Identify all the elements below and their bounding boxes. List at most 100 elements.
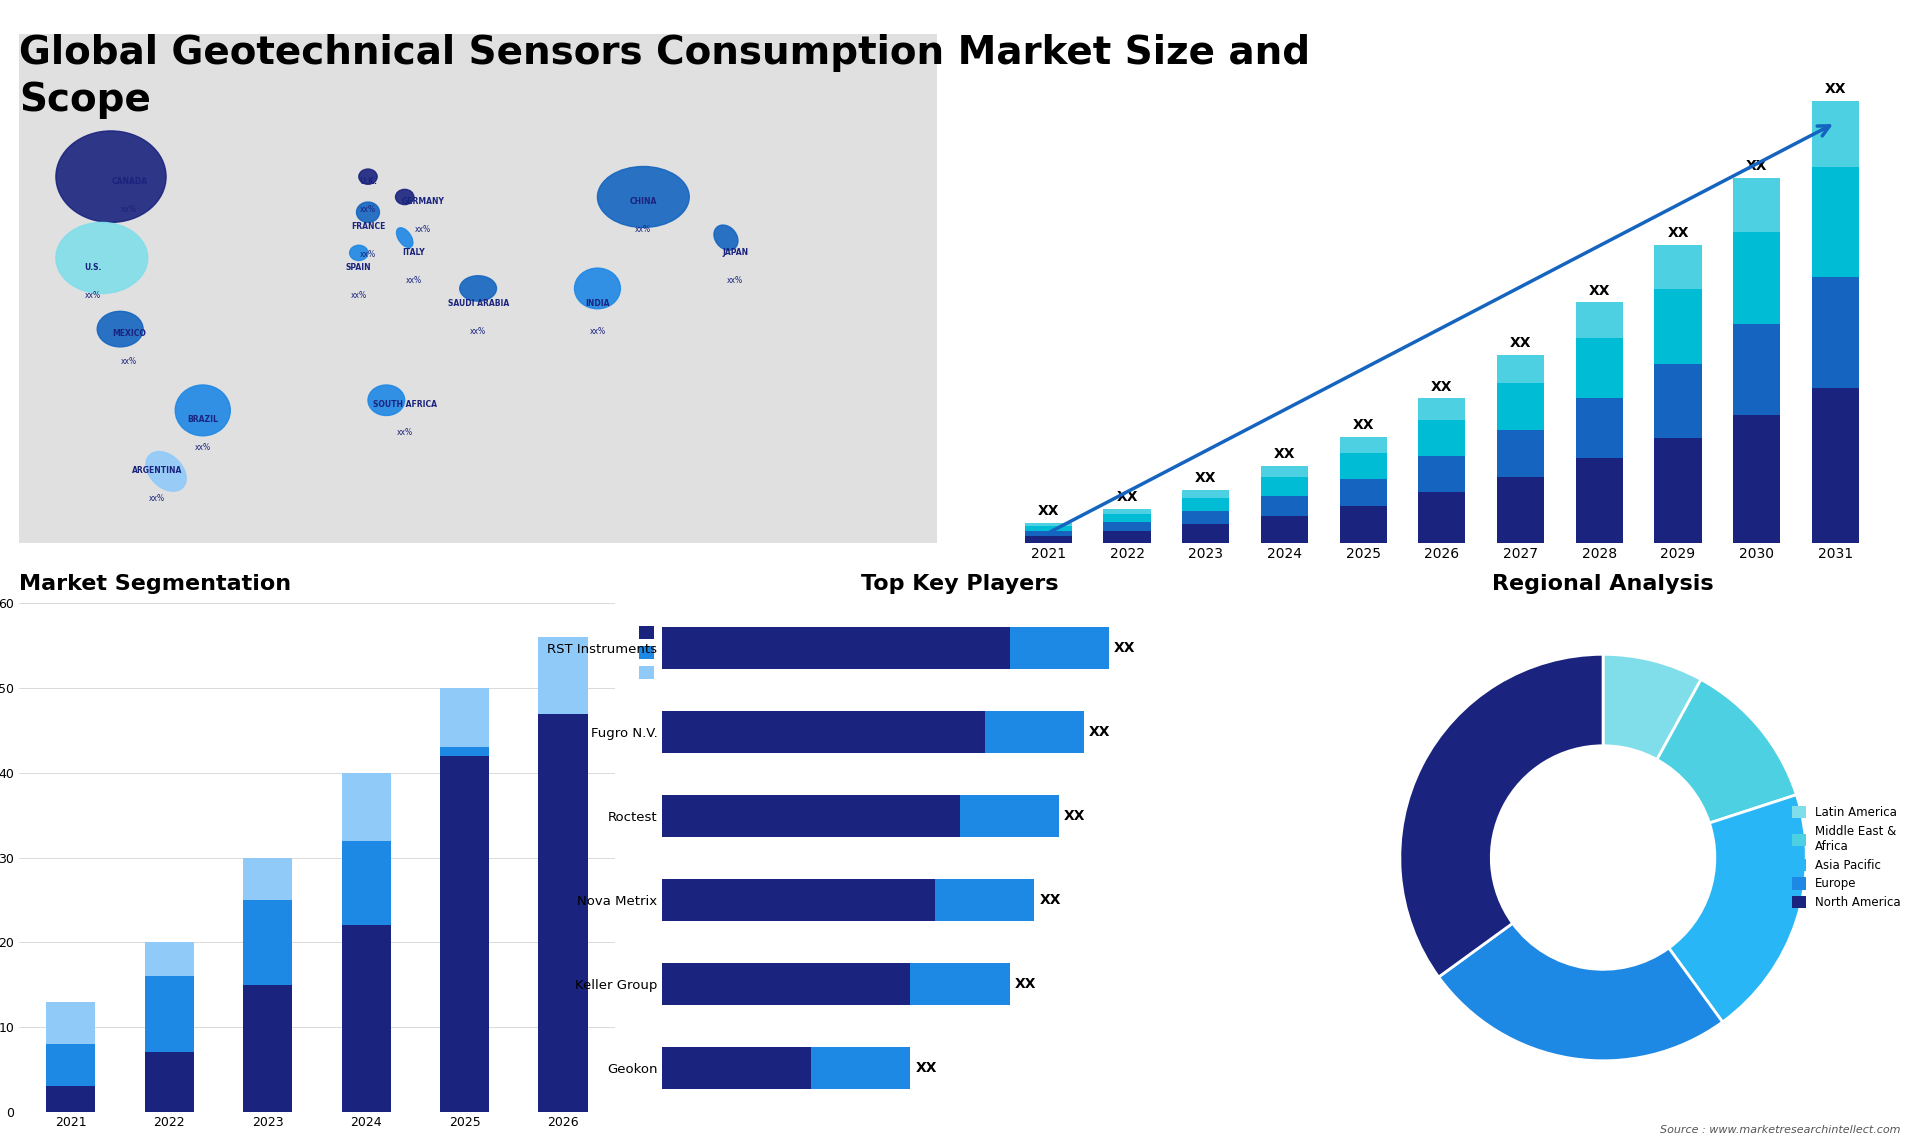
Wedge shape <box>1438 924 1722 1061</box>
Bar <box>960 794 1060 837</box>
Text: xx%: xx% <box>470 327 486 336</box>
Text: XX: XX <box>1509 337 1532 351</box>
Bar <box>1340 437 1386 453</box>
Bar <box>440 747 490 756</box>
Bar <box>342 772 392 841</box>
Text: xx%: xx% <box>405 276 422 284</box>
Text: xx%: xx% <box>84 291 100 300</box>
Bar <box>662 794 960 837</box>
Bar <box>1576 458 1622 542</box>
Text: XX: XX <box>1037 504 1060 518</box>
Text: MEXICO: MEXICO <box>113 329 146 338</box>
Bar <box>1025 536 1071 542</box>
Bar <box>1812 277 1859 387</box>
Bar <box>1183 497 1229 511</box>
Text: SPAIN: SPAIN <box>346 264 372 272</box>
Ellipse shape <box>98 312 144 347</box>
Text: XX: XX <box>1089 724 1110 738</box>
Wedge shape <box>1668 794 1807 1022</box>
Bar <box>46 1002 96 1044</box>
Bar <box>1498 477 1544 542</box>
Bar <box>1655 363 1701 438</box>
Text: SAUDI ARABIA: SAUDI ARABIA <box>447 299 509 307</box>
Bar <box>662 711 985 753</box>
Bar <box>1812 387 1859 542</box>
Bar <box>662 879 935 920</box>
Bar <box>1734 178 1780 233</box>
Text: xx%: xx% <box>636 225 651 234</box>
Text: xx%: xx% <box>359 250 376 259</box>
Bar <box>1576 303 1622 338</box>
Ellipse shape <box>459 276 497 301</box>
Text: xx%: xx% <box>397 429 413 437</box>
Text: XX: XX <box>1014 976 1037 990</box>
Ellipse shape <box>349 245 369 260</box>
Bar <box>1104 523 1150 531</box>
Bar <box>144 976 194 1052</box>
Text: xx%: xx% <box>359 205 376 213</box>
Text: Market Segmentation: Market Segmentation <box>19 574 292 594</box>
Legend: Application, Product, Geography: Application, Product, Geography <box>634 620 741 685</box>
Text: xx%: xx% <box>150 494 165 503</box>
Text: xx%: xx% <box>589 327 605 336</box>
Bar <box>1340 453 1386 479</box>
Bar <box>46 1044 96 1086</box>
Bar <box>1261 516 1308 542</box>
Bar <box>910 963 1010 1005</box>
Bar <box>342 925 392 1112</box>
Text: XX: XX <box>1430 379 1453 393</box>
Ellipse shape <box>146 452 186 492</box>
Bar <box>1340 505 1386 542</box>
Bar <box>1812 167 1859 277</box>
Ellipse shape <box>396 189 415 205</box>
Bar <box>538 637 588 714</box>
Text: xx%: xx% <box>728 276 743 284</box>
Text: XX: XX <box>1273 447 1296 461</box>
Bar <box>1419 492 1465 542</box>
Bar <box>1734 233 1780 323</box>
Bar <box>1576 399 1622 458</box>
Bar <box>810 1046 910 1089</box>
Text: Global Geotechnical Sensors Consumption Market Size and
Scope: Global Geotechnical Sensors Consumption … <box>19 34 1309 119</box>
Bar <box>244 900 292 984</box>
Text: Source : www.marketresearchintellect.com: Source : www.marketresearchintellect.com <box>1661 1124 1901 1135</box>
Text: XX: XX <box>1824 81 1847 96</box>
Bar <box>1419 399 1465 421</box>
Text: XX: XX <box>1352 418 1375 432</box>
Wedge shape <box>1603 654 1701 760</box>
Title: Top Key Players: Top Key Players <box>862 574 1058 594</box>
Bar <box>244 857 292 900</box>
Bar <box>440 689 490 747</box>
Text: ARGENTINA: ARGENTINA <box>132 466 182 476</box>
Bar <box>1498 430 1544 477</box>
Text: U.K.: U.K. <box>359 176 376 186</box>
Text: INDIA: INDIA <box>586 299 611 307</box>
Text: ITALY: ITALY <box>403 248 424 257</box>
Bar <box>244 984 292 1112</box>
Text: CANADA: CANADA <box>111 176 148 186</box>
Bar <box>1576 338 1622 399</box>
Ellipse shape <box>357 202 380 222</box>
Text: xx%: xx% <box>121 358 138 366</box>
Bar <box>1498 383 1544 430</box>
Text: XX: XX <box>1194 471 1217 485</box>
Bar <box>935 879 1035 920</box>
Bar <box>144 942 194 976</box>
Bar <box>1419 421 1465 456</box>
Bar <box>1183 524 1229 542</box>
Ellipse shape <box>175 385 230 435</box>
Bar <box>1655 438 1701 542</box>
Wedge shape <box>1400 654 1603 978</box>
Bar <box>1025 524 1071 526</box>
Bar <box>1340 479 1386 505</box>
Text: XX: XX <box>1064 809 1085 823</box>
Text: JAPAN: JAPAN <box>722 248 749 257</box>
Ellipse shape <box>714 225 737 250</box>
Ellipse shape <box>597 166 689 227</box>
Bar <box>1498 355 1544 383</box>
Bar <box>1655 245 1701 290</box>
Bar <box>1812 101 1859 167</box>
Wedge shape <box>1657 680 1797 823</box>
Ellipse shape <box>56 131 165 222</box>
Bar <box>1025 526 1071 531</box>
